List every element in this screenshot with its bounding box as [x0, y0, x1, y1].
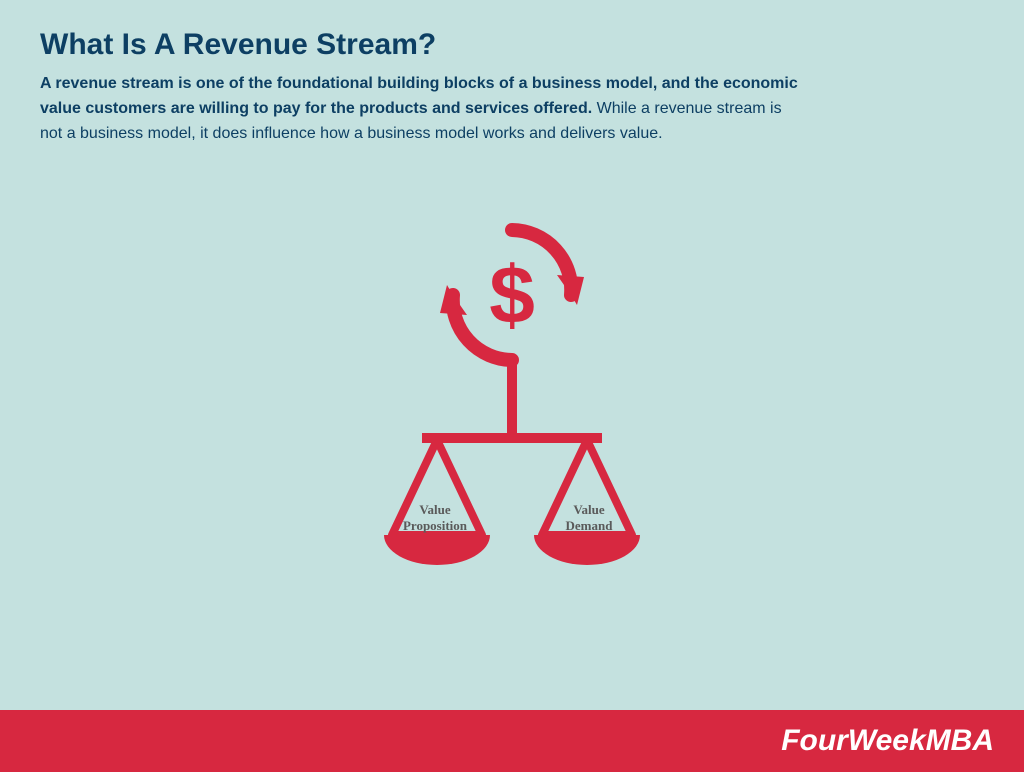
scale-left-line1: Value: [419, 502, 450, 517]
svg-text:$: $: [489, 250, 535, 341]
scale-right-line2: Demand: [566, 518, 613, 533]
description-text: A revenue stream is one of the foundatio…: [40, 72, 800, 146]
page-title: What Is A Revenue Stream?: [40, 28, 984, 62]
scale-left-line2: Proposition: [403, 518, 467, 533]
revenue-scale-icon: $: [362, 195, 662, 595]
footer-bar: FourWeekMBA: [0, 710, 1024, 772]
scale-right-line1: Value: [573, 502, 604, 517]
header-block: What Is A Revenue Stream? A revenue stre…: [0, 0, 1024, 146]
revenue-stream-graphic: $ Value Proposition Value Demand: [362, 195, 662, 600]
scale-label-left: Value Proposition: [380, 502, 490, 533]
brand-logo-text: FourWeekMBA: [781, 724, 994, 758]
scale-label-right: Value Demand: [534, 502, 644, 533]
